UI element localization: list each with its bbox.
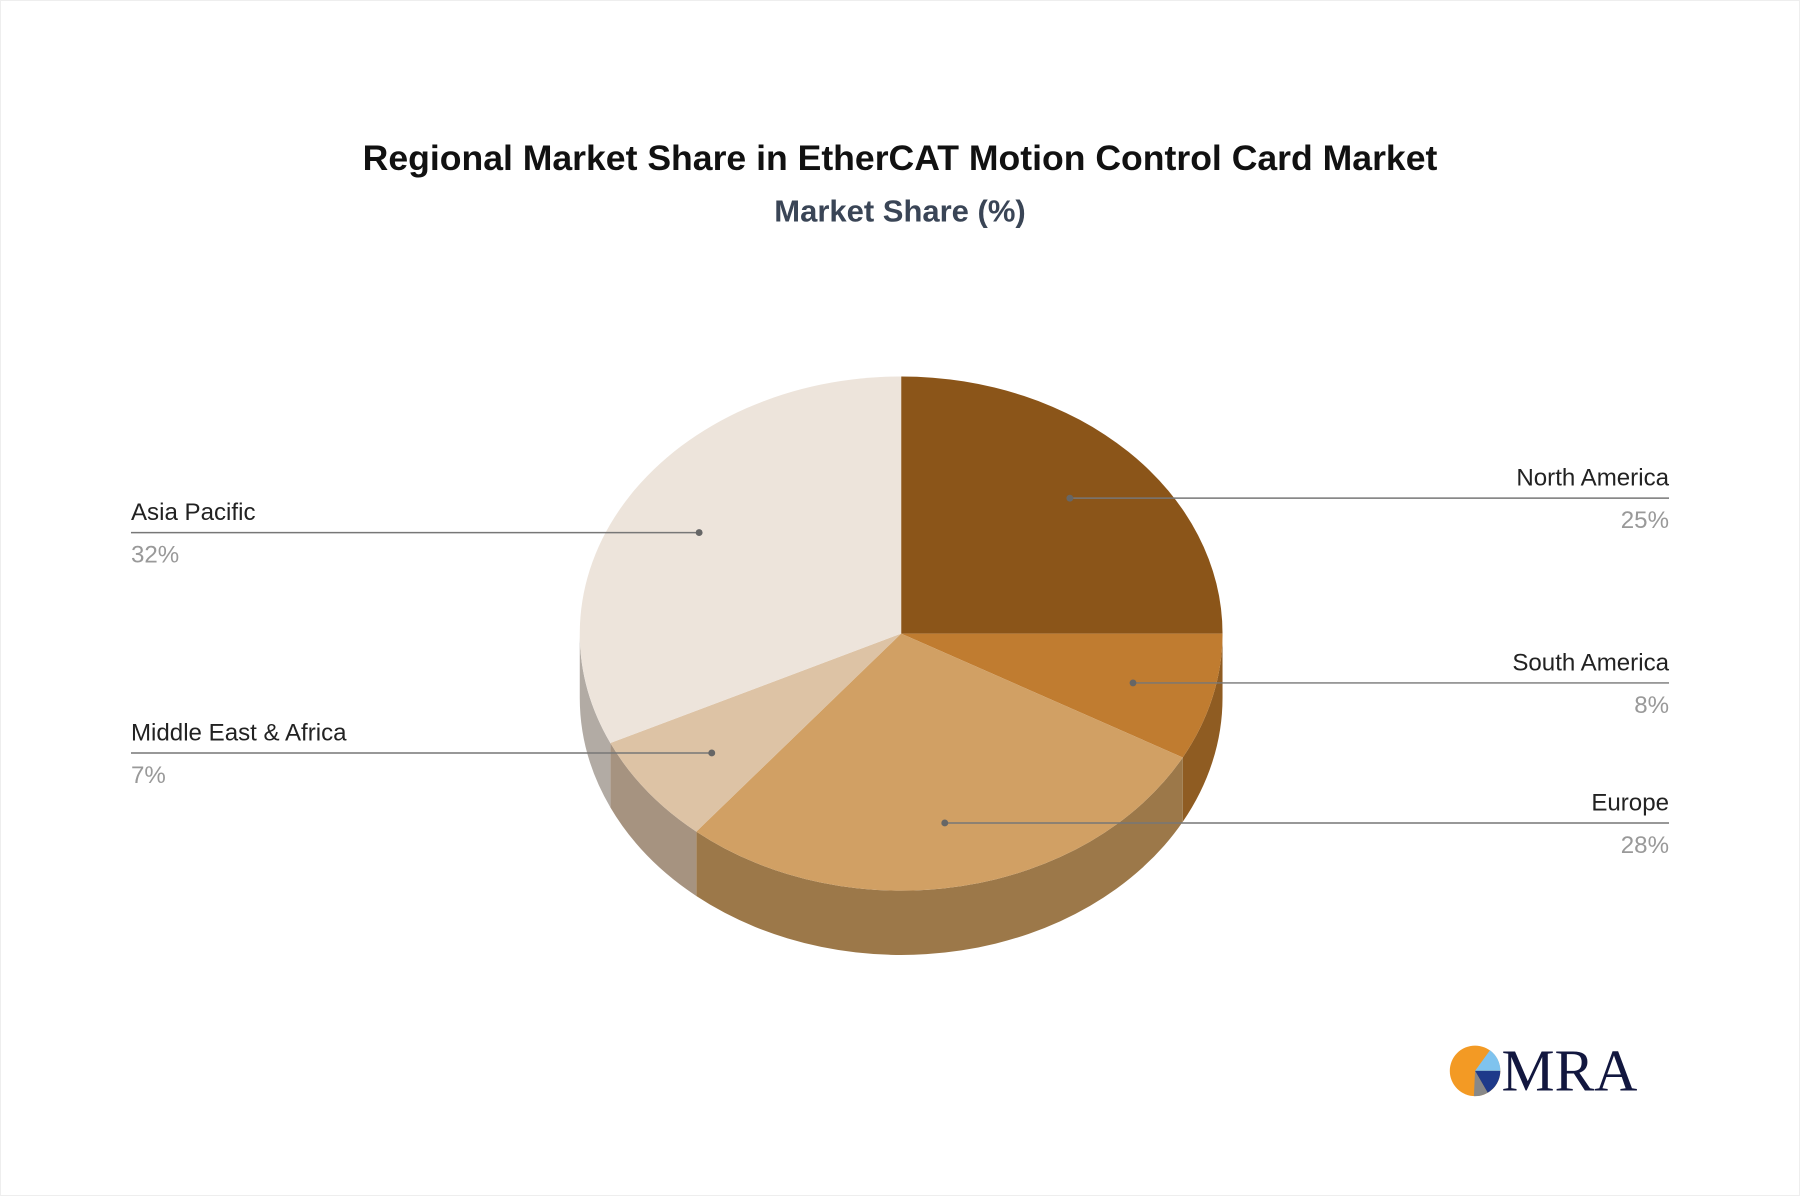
slice-middle-east-africa[interactable] (610, 633, 902, 832)
slice-value: 25% (1621, 507, 1669, 534)
leader-dot (695, 529, 703, 537)
slice-value: 32% (131, 541, 179, 568)
slice-south-america[interactable] (901, 633, 1223, 758)
slice-north-america[interactable] (901, 376, 1223, 634)
logo-text: MRA (1501, 1037, 1637, 1103)
slice-value: 8% (1634, 692, 1669, 719)
label-middle-east-africa: Middle East & Africa 7% (130, 719, 716, 789)
slice-label: Middle East & Africa (131, 719, 347, 746)
slice-europe[interactable] (696, 633, 1183, 891)
slice-side-south-america (1182, 633, 1223, 822)
slice-side-asia-pacific (579, 633, 611, 808)
leader-dot (708, 749, 716, 757)
leader-dot (1129, 679, 1137, 687)
slice-value: 7% (131, 762, 166, 789)
label-europe: Europe 28% (941, 789, 1669, 859)
slice-label: Europe (1591, 789, 1669, 816)
mra-logo: MRA (1449, 1037, 1637, 1103)
slice-label: North America (1516, 465, 1669, 492)
slice-side-middle-east-africa (610, 743, 697, 896)
label-south-america: South America 8% (1129, 649, 1670, 719)
leader-dot (941, 819, 949, 827)
slice-label: Asia Pacific (131, 499, 256, 526)
leader-dot (1066, 494, 1074, 502)
label-north-america: North America 25% (1066, 465, 1670, 534)
slice-label: South America (1512, 649, 1669, 676)
chart-subtitle: Market Share (%) (774, 194, 1025, 229)
slice-value: 28% (1621, 832, 1669, 859)
chart-title: Regional Market Share in EtherCAT Motion… (363, 138, 1438, 178)
label-asia-pacific: Asia Pacific 32% (130, 499, 703, 568)
slice-side-europe (696, 757, 1183, 955)
slice-asia-pacific[interactable] (579, 376, 902, 744)
